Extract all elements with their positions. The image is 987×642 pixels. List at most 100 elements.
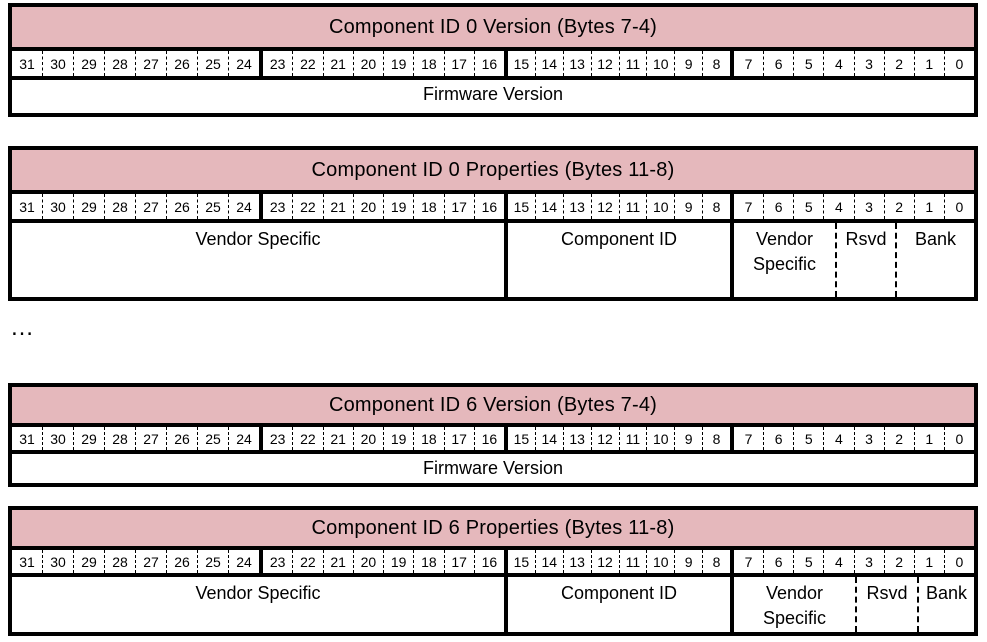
bit-label-16: 16 [473, 51, 504, 76]
byte-group-23-16: 23 22 21 20 19 18 17 16 [263, 550, 508, 573]
byte-group-15-8: 15 14 13 12 11 10 9 8 [508, 194, 734, 219]
bit-label-20: 20 [352, 194, 383, 219]
bit-label-10: 10 [646, 194, 674, 219]
component-id-0-properties-table: Component ID 0 Properties (Bytes 11-8) 3… [8, 146, 978, 301]
bit-label-27: 27 [135, 194, 166, 219]
bit-label-16: 16 [473, 427, 504, 450]
firmware-version-field: Firmware Version [422, 84, 564, 104]
bit-label-11: 11 [618, 427, 647, 450]
field-row: Vendor Specific Component ID Vendor Spec… [12, 223, 974, 297]
bit-label-19: 19 [383, 427, 413, 450]
bit-label-9: 9 [674, 550, 702, 573]
bit-label-7: 7 [744, 553, 753, 570]
bit-label-12: 12 [590, 427, 619, 450]
byte-group-15-8: 15 14 13 12 11 10 9 8 [508, 427, 734, 450]
bit-label-26: 26 [166, 194, 197, 219]
bit-label-27: 27 [135, 51, 166, 76]
bit-label-17: 17 [443, 194, 474, 219]
bit-label-0: 0 [943, 194, 974, 219]
bit-label-20: 20 [352, 550, 383, 573]
byte-group-31-24: 31 30 29 28 27 26 25 24 [12, 427, 263, 450]
bit-label-12: 12 [590, 51, 619, 76]
bit-label-6: 6 [763, 427, 793, 450]
bit-label-22: 22 [292, 194, 322, 219]
byte-group-23-16: 23 22 21 20 19 18 17 16 [263, 194, 508, 219]
bit-label-15: 15 [513, 55, 530, 72]
bit-label-28: 28 [104, 51, 135, 76]
rsvd-field: Rsvd [855, 577, 917, 632]
bit-label-23: 23 [269, 430, 286, 447]
vendor-specific-low-field: Vendor Specific [752, 229, 817, 274]
bit-label-3: 3 [853, 194, 884, 219]
bit-label-24: 24 [228, 51, 259, 76]
bit-label-29: 29 [73, 427, 104, 450]
bit-label-30: 30 [42, 194, 73, 219]
field-row: Vendor Specific Component ID Vendor Spec… [12, 577, 974, 632]
bit-label-25: 25 [197, 427, 228, 450]
bit-label-27: 27 [135, 427, 166, 450]
bit-label-13: 13 [562, 550, 591, 573]
bit-label-1: 1 [913, 427, 944, 450]
bit-label-8: 8 [702, 51, 730, 76]
bit-number-row: 31 30 29 28 27 26 25 24 23 22 21 20 19 18 17 16 15 14 13… [12, 550, 974, 577]
bit-label-9: 9 [674, 427, 702, 450]
bit-label-2: 2 [883, 550, 914, 573]
bit-label-25: 25 [197, 194, 228, 219]
bit-label-5: 5 [793, 194, 823, 219]
byte-group-15-8: 15 14 13 12 11 10 9 8 [508, 550, 734, 573]
table-title: Component ID 0 Properties (Bytes 11-8) [12, 150, 974, 194]
bit-label-31: 31 [19, 198, 35, 215]
bit-label-19: 19 [383, 550, 413, 573]
bit-label-4: 4 [823, 550, 853, 573]
bit-label-24: 24 [228, 194, 259, 219]
bit-label-5: 5 [793, 427, 823, 450]
bit-label-15: 15 [513, 430, 530, 447]
bit-number-row: 31 30 29 28 27 26 25 24 23 22 21 20 19 18 17 16 15 14 13… [12, 51, 974, 80]
bit-label-0: 0 [943, 550, 974, 573]
bit-label-28: 28 [104, 427, 135, 450]
bit-label-4: 4 [823, 427, 853, 450]
byte-group-31-24: 31 30 29 28 27 26 25 24 [12, 194, 263, 219]
bit-label-30: 30 [42, 427, 73, 450]
table-title: Component ID 0 Version (Bytes 7-4) [12, 7, 974, 51]
bit-label-17: 17 [443, 427, 474, 450]
bit-label-8: 8 [702, 194, 730, 219]
bit-label-9: 9 [674, 194, 702, 219]
bit-label-21: 21 [322, 194, 353, 219]
bit-label-2: 2 [883, 427, 914, 450]
bit-label-28: 28 [104, 194, 135, 219]
bit-label-14: 14 [534, 51, 563, 76]
byte-group-31-24: 31 30 29 28 27 26 25 24 [12, 550, 263, 573]
vendor-specific-high-field: Vendor Specific [12, 223, 508, 297]
bit-label-11: 11 [618, 550, 647, 573]
bit-label-26: 26 [166, 427, 197, 450]
bit-label-29: 29 [73, 51, 104, 76]
bit-label-1: 1 [913, 51, 944, 76]
bank-field: Bank [917, 577, 974, 632]
bit-label-20: 20 [352, 51, 383, 76]
bit-label-27: 27 [135, 550, 166, 573]
bit-label-23: 23 [269, 553, 286, 570]
bit-label-1: 1 [913, 194, 944, 219]
bit-label-10: 10 [646, 51, 674, 76]
bit-label-9: 9 [674, 51, 702, 76]
bit-label-10: 10 [646, 427, 674, 450]
bank-field: Bank [895, 223, 974, 297]
bit-label-6: 6 [763, 194, 793, 219]
bit-label-7: 7 [744, 430, 753, 447]
component-id-field: Component ID [508, 223, 734, 297]
bit-label-31: 31 [19, 55, 35, 72]
bit-label-10: 10 [646, 550, 674, 573]
rsvd-field: Rsvd [835, 223, 895, 297]
bit-label-29: 29 [73, 550, 104, 573]
vendor-specific-high-field: Vendor Specific [12, 577, 508, 632]
bit-label-23: 23 [269, 198, 286, 215]
bit-label-0: 0 [943, 427, 974, 450]
bit-label-18: 18 [413, 194, 443, 219]
bit-label-11: 11 [618, 51, 647, 76]
bit-label-13: 13 [562, 427, 591, 450]
